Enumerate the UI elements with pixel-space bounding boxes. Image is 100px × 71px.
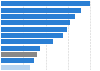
Bar	[1, 1, 90, 6]
Bar	[1, 65, 30, 70]
Bar	[1, 8, 81, 13]
Bar	[1, 33, 63, 38]
Bar	[1, 14, 75, 19]
Bar	[1, 27, 67, 32]
Bar	[1, 20, 70, 25]
Bar	[1, 39, 53, 44]
Bar	[1, 52, 37, 57]
Bar	[1, 46, 40, 51]
Bar	[1, 58, 34, 63]
